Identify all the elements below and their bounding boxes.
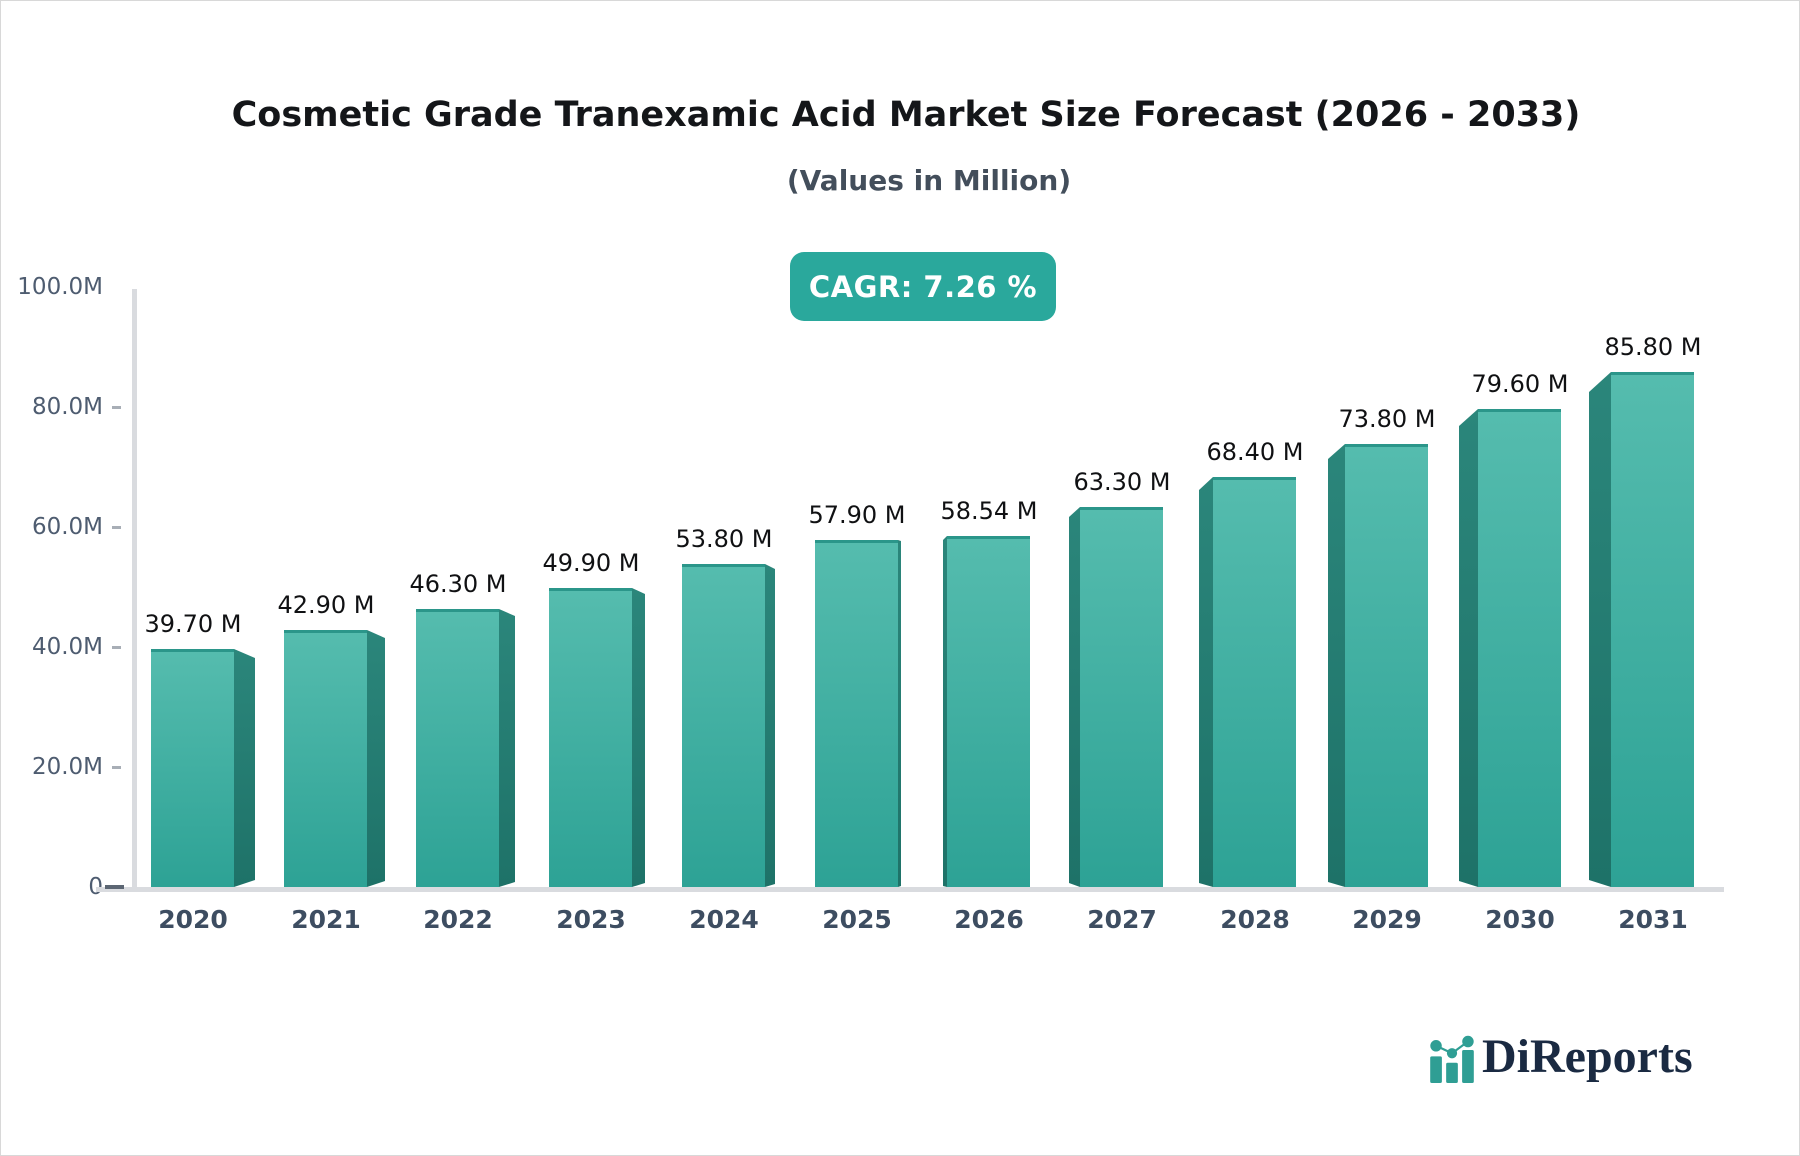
direports-logo[interactable]: DiReports — [1429, 1031, 1693, 1083]
bar-2029[interactable] — [1345, 444, 1428, 887]
bar-value-label-2021: 42.90 M — [277, 591, 375, 619]
x-tick-label-2026: 2026 — [954, 905, 1024, 934]
x-axis-line — [96, 887, 1724, 892]
bar-side-face-2029 — [1328, 444, 1345, 887]
bar-side-face-2027 — [1069, 507, 1080, 887]
bar-2024[interactable] — [682, 564, 765, 887]
bar-2020[interactable] — [151, 649, 234, 887]
bar-2031[interactable] — [1611, 372, 1694, 887]
x-tick-label-2031: 2031 — [1618, 905, 1688, 934]
y-tick-label: 100.0M — [17, 274, 103, 300]
bar-2025[interactable] — [815, 540, 898, 887]
x-tick-label-2022: 2022 — [423, 905, 493, 934]
bar-side-face-2030 — [1459, 409, 1478, 887]
bar-value-label-2029: 73.80 M — [1338, 405, 1436, 433]
x-tick-label-2030: 2030 — [1485, 905, 1555, 934]
y-tick-label: 20.0M — [31, 754, 103, 780]
y-tick-label: 60.0M — [31, 514, 103, 540]
bar-2030[interactable] — [1478, 409, 1561, 887]
bar-line-chart-icon — [1430, 1035, 1474, 1083]
x-tick-label-2027: 2027 — [1087, 905, 1157, 934]
y-tick — [112, 766, 121, 769]
bar-side-face-2028 — [1199, 477, 1213, 887]
bar-side-face-2026 — [943, 536, 947, 887]
logo-text: DiReports — [1482, 1030, 1693, 1083]
bar-side-face-2021 — [367, 630, 385, 887]
bar-side-face-2020 — [234, 649, 255, 887]
x-tick-label-2021: 2021 — [291, 905, 361, 934]
bar-value-label-2023: 49.90 M — [542, 549, 640, 577]
bar-side-face-2031 — [1589, 372, 1611, 887]
bar-value-label-2028: 68.40 M — [1206, 438, 1304, 466]
bar-value-label-2025: 57.90 M — [808, 501, 906, 529]
bar-value-label-2027: 63.30 M — [1073, 468, 1171, 496]
bar-side-face-2023 — [632, 588, 645, 887]
cagr-badge-label: CAGR: 7.26 % — [808, 269, 1038, 304]
page-title: Cosmetic Grade Tranexamic Acid Market Si… — [231, 95, 1581, 135]
x-tick-label-2020: 2020 — [158, 905, 228, 934]
bar-value-label-2022: 46.30 M — [409, 570, 507, 598]
y-tick-label: 80.0M — [31, 394, 103, 420]
bar-value-label-2030: 79.60 M — [1471, 370, 1569, 398]
bar-value-label-2020: 39.70 M — [144, 610, 242, 638]
bar-value-label-2031: 85.80 M — [1604, 333, 1702, 361]
bar-2027[interactable] — [1080, 507, 1163, 887]
x-tick-label-2023: 2023 — [556, 905, 626, 934]
bar-2021[interactable] — [284, 630, 367, 887]
bar-2028[interactable] — [1213, 477, 1296, 887]
bar-value-label-2024: 53.80 M — [675, 525, 773, 553]
y-tick-label: 0 — [1, 872, 103, 902]
y-tick — [112, 646, 121, 649]
bar-side-face-2024 — [765, 564, 775, 887]
bar-side-face-2025 — [898, 540, 901, 887]
bar-side-face-2022 — [499, 609, 515, 887]
zero-tick — [105, 885, 124, 889]
bar-2023[interactable] — [549, 588, 632, 887]
x-tick-label-2024: 2024 — [689, 905, 759, 934]
y-tick-label: 40.0M — [31, 634, 103, 660]
bar-2022[interactable] — [416, 609, 499, 887]
x-tick-label-2029: 2029 — [1352, 905, 1422, 934]
bar-2026[interactable] — [947, 536, 1030, 887]
y-axis-line — [132, 289, 137, 887]
bar-value-label-2026: 58.54 M — [940, 497, 1038, 525]
x-tick-label-2025: 2025 — [822, 905, 892, 934]
y-tick — [112, 526, 121, 529]
x-tick-label-2028: 2028 — [1220, 905, 1290, 934]
page-subtitle: (Values in Million) — [786, 164, 1072, 197]
y-tick — [112, 406, 121, 409]
cagr-badge: CAGR: 7.26 % — [790, 252, 1056, 321]
